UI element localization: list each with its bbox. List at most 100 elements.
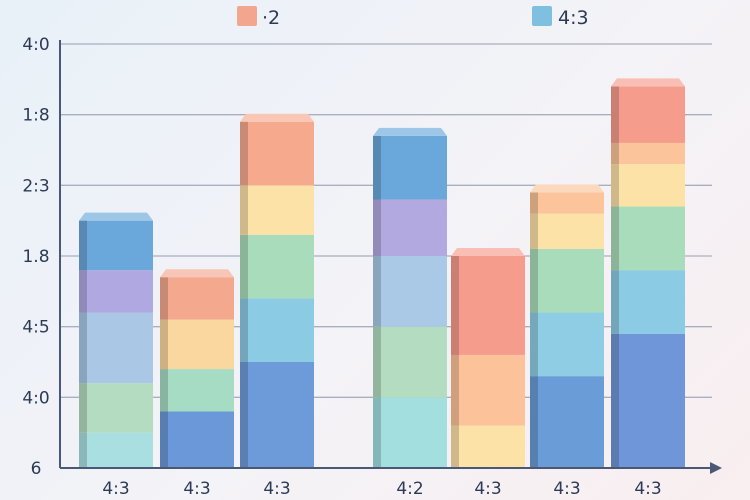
bar-segment-side — [611, 142, 619, 165]
y-tick-label: 1.8 — [22, 247, 49, 267]
bar-segment-side — [240, 185, 248, 235]
bar-segment-side — [240, 298, 248, 362]
bar-segment — [611, 142, 685, 165]
bar-segment-side — [530, 192, 538, 214]
bar-top-face — [240, 113, 314, 122]
bar-segment-side — [451, 256, 459, 355]
bar-top-face — [611, 78, 685, 87]
bar-segment — [373, 135, 447, 200]
bar-segment — [451, 256, 525, 355]
legend-swatch-1 — [237, 6, 257, 26]
bar-segment-side — [451, 354, 459, 426]
bar-segment-side — [611, 86, 619, 143]
bar-top-face — [530, 184, 604, 193]
bar-segment — [611, 206, 685, 271]
bar-segment — [373, 326, 447, 398]
bar-segment-side — [373, 256, 381, 327]
bar-top-face — [160, 269, 234, 278]
bar-segment-side — [240, 121, 248, 186]
bar-segment-side — [451, 425, 459, 468]
bar-segment-side — [79, 220, 87, 271]
bar-segment — [79, 383, 153, 433]
x-tick-label: 4:3 — [263, 479, 290, 499]
bar-5 — [451, 248, 525, 468]
x-tick-label: 4:2 — [396, 479, 423, 499]
bar-3 — [240, 113, 314, 468]
bar-segment — [451, 354, 525, 426]
bar-segment — [611, 270, 685, 334]
bar-segment — [530, 376, 604, 468]
bar-segment — [160, 319, 234, 370]
bar-segment — [451, 425, 525, 468]
bar-segment-side — [79, 270, 87, 313]
y-tick-label: 4:0 — [22, 35, 49, 55]
bar-segment — [160, 277, 234, 320]
bar-7 — [611, 78, 685, 468]
bar-segment-side — [530, 376, 538, 468]
bar-segment — [611, 86, 685, 143]
bar-segment-side — [79, 312, 87, 384]
bar-segment-side — [79, 383, 87, 433]
bar-6 — [530, 184, 604, 468]
legend-label-2: 4:3 — [558, 7, 589, 29]
bar-segment — [530, 248, 604, 313]
bar-segment-side — [530, 312, 538, 377]
bar-segment-side — [611, 164, 619, 207]
bar-segment-side — [240, 362, 248, 468]
x-tick-labels: 4:3 4:3 4:3 4:2 4:3 4:3 4:3 — [102, 479, 661, 499]
bar-segment — [611, 333, 685, 468]
bar-segment-side — [373, 199, 381, 256]
bar-segment — [611, 164, 685, 207]
bar-segment — [79, 432, 153, 468]
x-tick-label: 4:3 — [474, 479, 501, 499]
bar-segment-side — [79, 432, 87, 468]
bar-segment-side — [373, 135, 381, 200]
bar-segment-side — [611, 270, 619, 334]
bar-segment — [240, 234, 314, 299]
bar-top-face — [373, 127, 447, 136]
bar-segment — [373, 256, 447, 327]
x-tick-label: 4:3 — [553, 479, 580, 499]
bar-segment — [530, 312, 604, 377]
x-tick-label: 4:3 — [102, 479, 129, 499]
bar-1 — [79, 212, 153, 468]
bar-segment — [240, 298, 314, 362]
bar-segment — [79, 270, 153, 313]
bar-segment — [160, 411, 234, 468]
bar-segment — [373, 199, 447, 256]
bar-segment-side — [160, 369, 168, 412]
y-tick-label: 2:3 — [22, 176, 49, 196]
y-tick-label: 1:8 — [22, 106, 49, 126]
bar-segment-side — [160, 319, 168, 370]
bar-segment — [79, 220, 153, 271]
legend: ·2 4:3 — [237, 6, 589, 29]
y-tick-labels: 6 4:0 4:5 1.8 2:3 1:8 4:0 — [22, 35, 49, 479]
bar-segment — [79, 312, 153, 384]
bar-segment-side — [373, 397, 381, 468]
axes — [59, 40, 722, 474]
bar-segment — [160, 369, 234, 412]
bar-segment-side — [160, 411, 168, 468]
x-tick-label: 4:3 — [183, 479, 210, 499]
bar-segment — [240, 362, 314, 468]
bar-segment-side — [611, 333, 619, 468]
bar-segment-side — [373, 326, 381, 398]
bar-top-face — [79, 212, 153, 221]
bars — [79, 78, 685, 468]
bar-4 — [373, 127, 447, 468]
bar-2 — [160, 269, 234, 468]
bar-segment — [530, 192, 604, 214]
y-tick-label: 4:5 — [22, 318, 49, 338]
legend-swatch-2 — [532, 6, 552, 26]
bar-segment — [240, 185, 314, 235]
bar-segment-side — [160, 277, 168, 320]
bar-segment — [240, 121, 314, 186]
legend-label-1: ·2 — [262, 7, 280, 29]
bar-segment-side — [530, 248, 538, 313]
bar-segment-side — [240, 234, 248, 299]
x-tick-label: 4:3 — [634, 479, 661, 499]
bar-segment-side — [530, 213, 538, 249]
bar-segment — [373, 397, 447, 468]
bar-segment-side — [611, 206, 619, 271]
